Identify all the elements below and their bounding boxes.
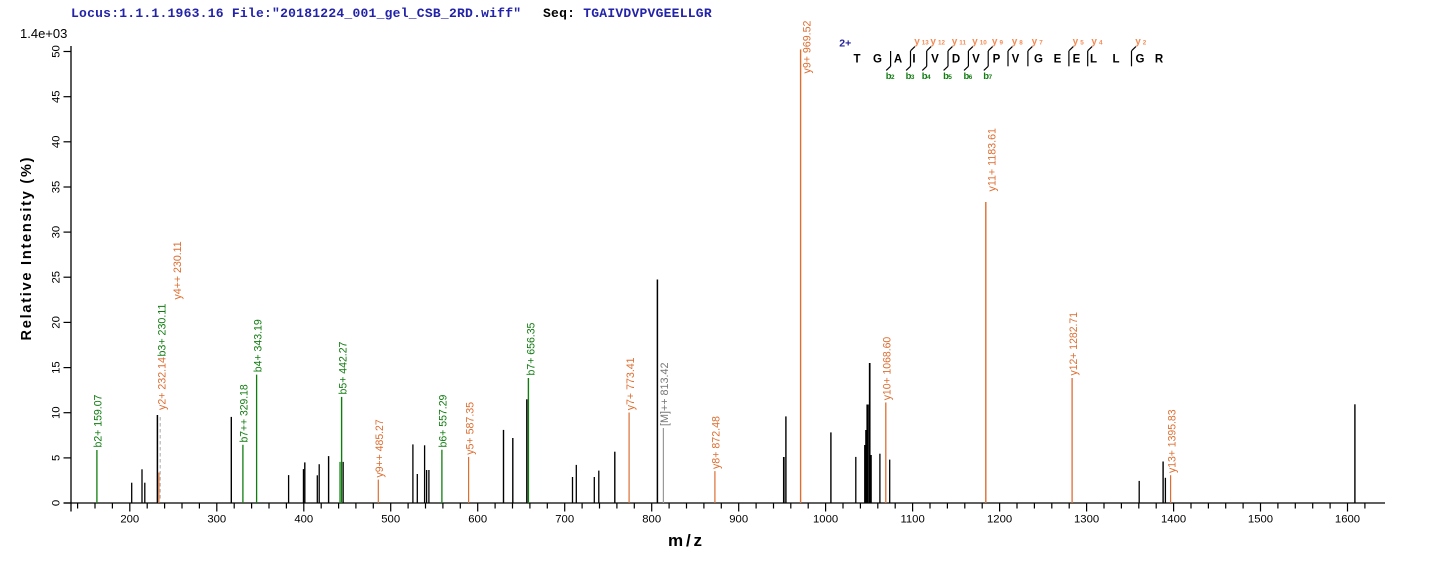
svg-text:y8+ 872.48: y8+ 872.48 bbox=[711, 416, 723, 469]
svg-text:35: 35 bbox=[51, 181, 63, 194]
svg-text:1200: 1200 bbox=[987, 514, 1012, 526]
svg-text:G: G bbox=[1034, 54, 1043, 66]
svg-text:1300: 1300 bbox=[1074, 514, 1099, 526]
svg-text:y: y bbox=[930, 37, 936, 48]
svg-text:L: L bbox=[1090, 54, 1097, 66]
svg-text:b7+ 656.35: b7+ 656.35 bbox=[526, 323, 538, 376]
svg-text:V: V bbox=[931, 54, 939, 66]
svg-text:6: 6 bbox=[969, 74, 973, 81]
svg-text:b: b bbox=[943, 71, 949, 82]
svg-text:I: I bbox=[912, 54, 915, 66]
svg-text:40: 40 bbox=[51, 136, 63, 149]
svg-text:m/z: m/z bbox=[668, 531, 702, 550]
svg-text:5: 5 bbox=[1080, 39, 1084, 46]
svg-text:10: 10 bbox=[980, 39, 988, 46]
svg-text:y: y bbox=[1135, 37, 1141, 48]
svg-text:y: y bbox=[914, 37, 920, 48]
svg-text:y2+ 232.14: y2+ 232.14 bbox=[157, 357, 169, 410]
svg-text:b3+ 230.11: b3+ 230.11 bbox=[157, 304, 169, 357]
svg-text:y: y bbox=[1032, 37, 1038, 48]
svg-text:E: E bbox=[1054, 54, 1062, 66]
svg-text:3: 3 bbox=[911, 74, 915, 81]
svg-text:b: b bbox=[964, 71, 970, 82]
svg-text:y: y bbox=[952, 37, 958, 48]
svg-text:y11+ 1183.61: y11+ 1183.61 bbox=[986, 128, 998, 192]
svg-text:b: b bbox=[886, 71, 892, 82]
svg-text:1000: 1000 bbox=[813, 514, 838, 526]
svg-text:10: 10 bbox=[51, 406, 63, 419]
svg-text:500: 500 bbox=[381, 514, 400, 526]
svg-text:b5+ 442.27: b5+ 442.27 bbox=[337, 342, 349, 395]
svg-text:G: G bbox=[873, 54, 882, 66]
svg-text:2: 2 bbox=[1143, 39, 1147, 46]
svg-text:y5+ 587.35: y5+ 587.35 bbox=[464, 402, 476, 455]
svg-text:7: 7 bbox=[1039, 39, 1043, 46]
svg-text:600: 600 bbox=[468, 514, 487, 526]
svg-text:y: y bbox=[1073, 37, 1079, 48]
svg-text:b4+ 343.19: b4+ 343.19 bbox=[252, 319, 264, 372]
svg-text:y9+ 969.52: y9+ 969.52 bbox=[802, 21, 814, 74]
svg-text:V: V bbox=[1012, 54, 1020, 66]
svg-text:13: 13 bbox=[922, 39, 930, 46]
svg-text:1.4e+03: 1.4e+03 bbox=[20, 26, 67, 41]
svg-text:30: 30 bbox=[51, 226, 63, 239]
svg-text:0: 0 bbox=[51, 500, 63, 506]
svg-text:G: G bbox=[1136, 54, 1145, 66]
svg-text:V: V bbox=[972, 54, 980, 66]
svg-text:L: L bbox=[1112, 54, 1119, 66]
svg-text:y: y bbox=[972, 37, 978, 48]
svg-text:y13+ 1395.83: y13+ 1395.83 bbox=[1166, 410, 1178, 474]
svg-text:y12+ 1282.71: y12+ 1282.71 bbox=[1068, 312, 1080, 376]
svg-text:2: 2 bbox=[891, 74, 895, 81]
svg-text:b: b bbox=[922, 71, 928, 82]
svg-text:20: 20 bbox=[51, 316, 63, 329]
svg-text:4: 4 bbox=[927, 74, 931, 81]
svg-text:T: T bbox=[853, 54, 860, 66]
svg-text:45: 45 bbox=[51, 90, 63, 103]
svg-text:1500: 1500 bbox=[1248, 514, 1273, 526]
svg-text:15: 15 bbox=[51, 361, 63, 374]
svg-text:y: y bbox=[1012, 37, 1018, 48]
svg-text:11: 11 bbox=[959, 39, 966, 46]
svg-text:7: 7 bbox=[989, 74, 993, 81]
svg-text:y: y bbox=[992, 37, 998, 48]
svg-text:4: 4 bbox=[1099, 39, 1103, 46]
svg-text:D: D bbox=[952, 54, 960, 66]
svg-text:y: y bbox=[1091, 37, 1097, 48]
svg-text:700: 700 bbox=[555, 514, 574, 526]
svg-text:y9++ 485.27: y9++ 485.27 bbox=[374, 419, 386, 477]
svg-text:50: 50 bbox=[51, 45, 63, 58]
svg-text:b2+ 159.07: b2+ 159.07 bbox=[93, 395, 105, 448]
svg-text:25: 25 bbox=[51, 271, 63, 284]
svg-text:A: A bbox=[894, 54, 902, 66]
svg-text:1600: 1600 bbox=[1335, 514, 1360, 526]
svg-text:900: 900 bbox=[729, 514, 748, 526]
svg-text:400: 400 bbox=[294, 514, 313, 526]
svg-text:800: 800 bbox=[642, 514, 661, 526]
svg-text:b: b bbox=[906, 71, 912, 82]
svg-text:P: P bbox=[993, 54, 1001, 66]
svg-text:b7++ 329.18: b7++ 329.18 bbox=[239, 384, 251, 442]
svg-text:b6+ 557.29: b6+ 557.29 bbox=[438, 395, 450, 448]
svg-text:[M]++ 813.42: [M]++ 813.42 bbox=[659, 363, 671, 427]
svg-text:1100: 1100 bbox=[900, 514, 924, 526]
svg-text:y4++ 230.11: y4++ 230.11 bbox=[172, 241, 184, 299]
svg-text:5: 5 bbox=[51, 455, 63, 461]
svg-text:5: 5 bbox=[948, 74, 952, 81]
svg-text:300: 300 bbox=[207, 514, 226, 526]
svg-text:y7+ 773.41: y7+ 773.41 bbox=[625, 357, 637, 410]
svg-text:9: 9 bbox=[1000, 39, 1004, 46]
svg-text:R: R bbox=[1155, 54, 1164, 66]
svg-text:E: E bbox=[1073, 54, 1081, 66]
svg-text:2+: 2+ bbox=[839, 38, 851, 50]
svg-text:y10+ 1068.60: y10+ 1068.60 bbox=[882, 337, 894, 401]
svg-text:8: 8 bbox=[1019, 39, 1023, 46]
svg-text:12: 12 bbox=[938, 39, 946, 46]
svg-text:1400: 1400 bbox=[1161, 514, 1186, 526]
svg-text:200: 200 bbox=[120, 514, 139, 526]
svg-text:b: b bbox=[983, 71, 989, 82]
svg-text:Relative Intensity (%): Relative Intensity (%) bbox=[19, 157, 35, 340]
